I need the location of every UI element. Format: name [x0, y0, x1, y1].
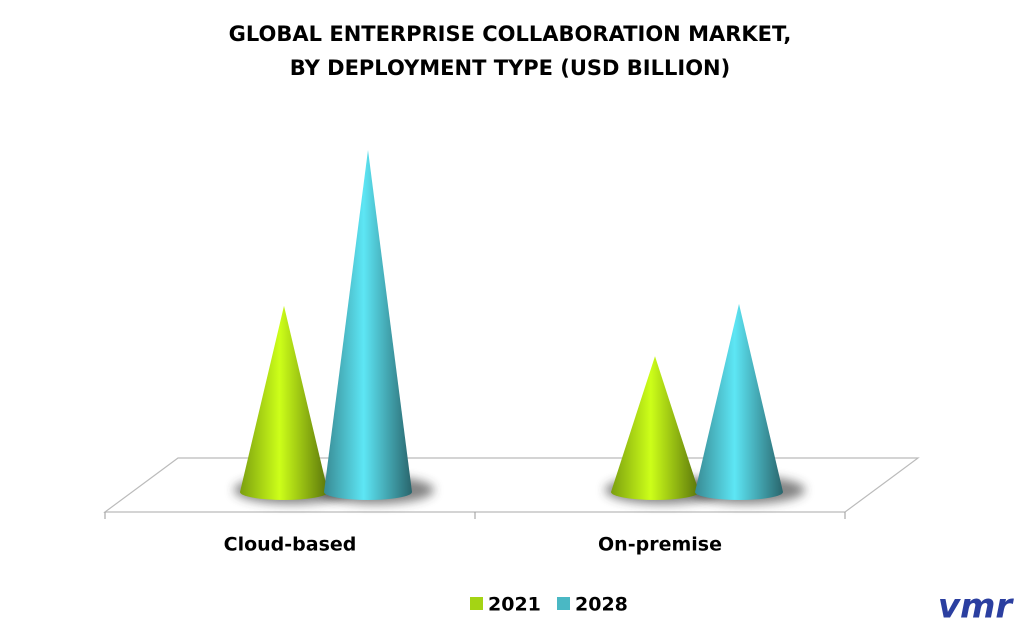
- cone: [324, 150, 412, 500]
- chart-title: BY DEPLOYMENT TYPE (USD BILLION): [290, 56, 730, 80]
- legend-label: 2028: [575, 594, 628, 616]
- x-tick-label: Cloud-based: [224, 534, 357, 556]
- logo: vmr: [938, 587, 1015, 627]
- legend-label: 2021: [488, 594, 541, 616]
- cone: [240, 305, 328, 500]
- chart-title: GLOBAL ENTERPRISE COLLABORATION MARKET,: [229, 22, 792, 46]
- cone: [611, 356, 699, 500]
- cone: [695, 303, 783, 500]
- legend-swatch: [557, 597, 570, 610]
- legend-swatch: [470, 597, 483, 610]
- x-tick-label: On-premise: [598, 534, 722, 556]
